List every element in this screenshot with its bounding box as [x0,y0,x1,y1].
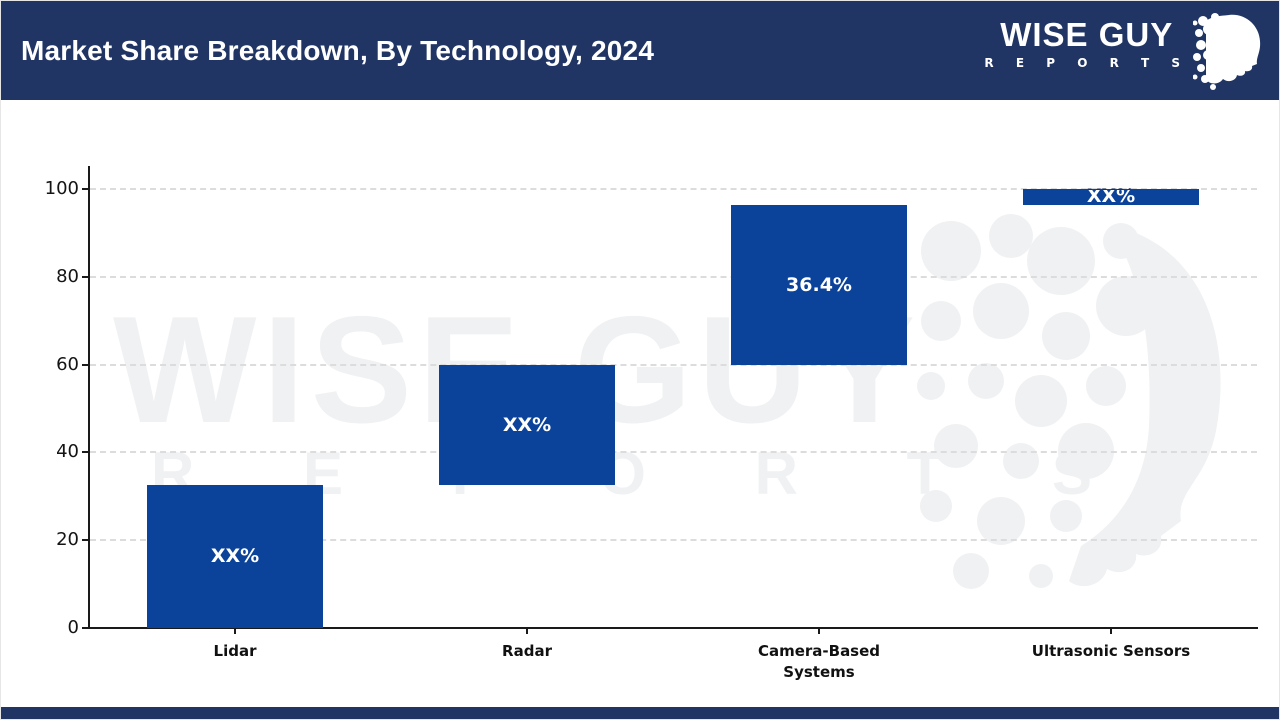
gridline-80 [90,275,1257,278]
chart: 0 20 40 60 80 100 Lidar Radar Camera-Based Syste… [1,100,1279,707]
logo-wordmark: WISE GUY [1000,16,1174,53]
y-tick-mark [82,539,88,542]
footer-bar [1,707,1279,719]
y-tick-label: 80 [56,265,79,287]
bar-camera-based-systems: 36.4% [731,204,907,365]
watermark-face-icon [917,214,1221,589]
logo-text: WISE GUY R E P O R T S [984,17,1189,71]
gridline-40 [90,451,1257,454]
y-tick-mark [82,275,88,278]
y-axis-line [88,166,90,629]
y-tick-mark [82,627,88,629]
x-tick-mark [234,629,236,634]
bar-label: 36.4% [786,273,852,296]
category-label-4: Ultrasonic Sensors [1031,642,1191,660]
gridline-60 [90,363,1257,366]
y-tick-mark [82,363,88,366]
category-label-3: Camera-Based Systems [757,642,881,681]
logo-tagline: R E P O R T S [984,56,1189,70]
y-tick-label: 40 [56,441,79,463]
logo-face-icon [1193,13,1261,90]
bar-label: XX%XX% [1086,185,1136,207]
y-tick-mark [82,188,88,190]
bar-ultrasonic-sensors [1023,189,1199,205]
x-tick-mark [818,629,820,634]
bar-label: XX% [502,413,552,436]
y-tick-mark [82,451,88,454]
y-tick-label: 20 [56,529,79,551]
x-tick-mark [1110,629,1112,634]
y-tick-label: 0 [67,617,79,638]
y-tick-label: 100 [44,178,79,199]
bar-lidar: XX% [147,484,323,628]
y-tick-label: 60 [56,353,79,375]
gridline-100 [90,188,1257,190]
category-label-2: Radar [502,642,552,660]
page-title: Market Share Breakdown, By Technology, 2… [21,34,655,66]
logo: WISE GUY R E P O R T S [984,7,1267,95]
x-axis-line [88,627,1258,629]
gridline-20 [90,539,1257,542]
bar-label: XX% [210,545,260,568]
header: Market Share Breakdown, By Technology, 2… [1,1,1279,100]
x-tick-mark [526,629,528,634]
bar-radar: XX% [439,364,615,485]
category-label-1: Lidar [213,642,257,660]
